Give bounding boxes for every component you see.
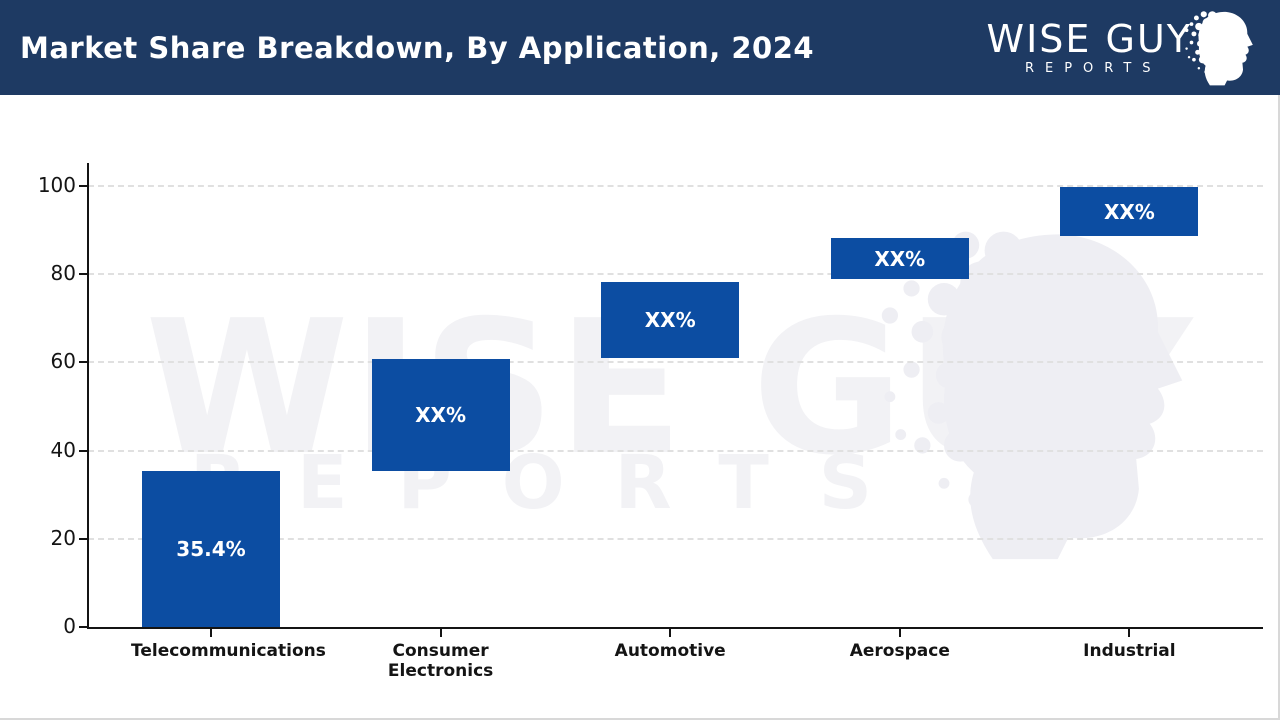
x-axis-line — [87, 627, 1263, 629]
x-tick — [439, 629, 442, 637]
x-axis-label: Automotive — [614, 641, 726, 661]
y-tick — [79, 273, 88, 276]
bar-value-label: XX% — [1103, 199, 1155, 224]
gridline — [88, 273, 1263, 276]
bar-value-label: XX% — [644, 308, 696, 333]
y-tick-label: 100 — [37, 173, 76, 197]
x-tick — [1128, 629, 1131, 637]
y-tick — [79, 449, 88, 452]
watermark-subtext: REPORTS — [190, 440, 923, 526]
y-tick — [79, 361, 88, 364]
x-axis-label: Consumer Electronics — [387, 641, 494, 682]
y-tick-label: 60 — [50, 349, 76, 374]
bar-value-label: 35.4% — [176, 536, 246, 561]
y-tick-label: 20 — [50, 525, 76, 550]
x-tick — [210, 629, 212, 637]
page-right-border — [1278, 95, 1280, 720]
bar-consumer-electronics: XX% — [371, 358, 510, 471]
y-tick — [79, 537, 88, 540]
bar-value-label: XX% — [874, 246, 926, 271]
x-axis-label: Telecommunications — [131, 641, 326, 661]
bar-aerospace: XX% — [830, 238, 969, 280]
y-axis-line — [87, 163, 89, 629]
y-tick-label: 0 — [63, 614, 76, 638]
logo-subtext: REPORTS — [1024, 60, 1162, 76]
gridline — [88, 537, 1263, 540]
wise-guy-logo: WISE GUY REPORTS — [987, 4, 1270, 92]
logo-wordmark: WISE GUY — [986, 17, 1192, 62]
x-axis-label: Aerospace — [849, 641, 950, 661]
gridline — [88, 449, 1263, 452]
bar-automotive: XX% — [601, 282, 740, 358]
y-tick-label: 40 — [50, 437, 76, 462]
gridline — [88, 361, 1263, 364]
bar-telecommunications: 35.4% — [142, 470, 280, 627]
x-tick — [669, 629, 672, 637]
y-tick-label: 80 — [50, 261, 76, 286]
bar-value-label: XX% — [415, 402, 467, 427]
chart-title: Market Share Breakdown, By Application, … — [20, 30, 815, 65]
x-tick — [898, 629, 901, 637]
y-tick — [79, 626, 88, 628]
wise-guy-head-icon — [1184, 11, 1253, 86]
bar-industrial: XX% — [1060, 187, 1199, 237]
header-bar: Market Share Breakdown, By Application, … — [0, 0, 1280, 95]
page-bottom-border — [0, 718, 1280, 720]
x-axis-label: Industrial — [1083, 641, 1176, 661]
y-tick — [79, 185, 88, 187]
gridline — [88, 185, 1263, 187]
